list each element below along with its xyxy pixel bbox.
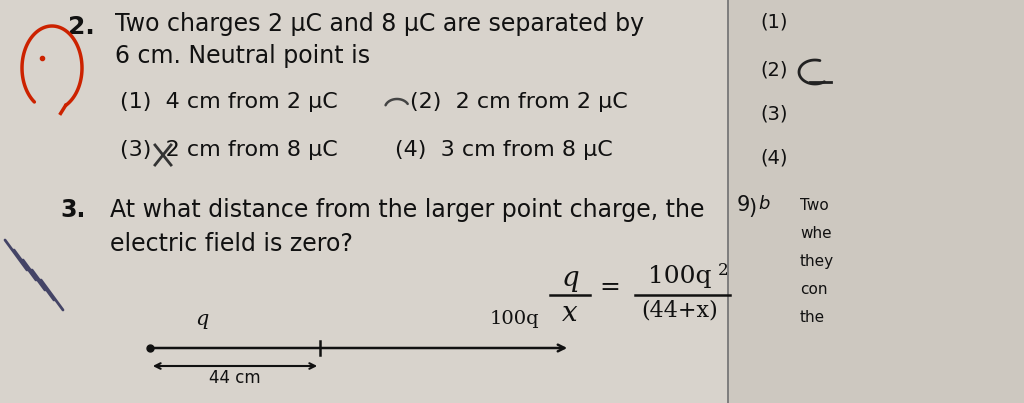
Text: Two: Two: [800, 198, 828, 213]
Text: 44 cm: 44 cm: [209, 369, 261, 387]
Text: ): ): [748, 198, 756, 218]
Text: =: =: [600, 275, 621, 299]
Text: 6 cm. Neutral point is: 6 cm. Neutral point is: [115, 44, 370, 68]
Text: (2): (2): [760, 60, 787, 79]
Text: 100q: 100q: [648, 265, 712, 288]
Text: 2: 2: [718, 262, 729, 279]
Text: (4)  3 cm from 8 μC: (4) 3 cm from 8 μC: [395, 140, 612, 160]
Text: b: b: [758, 195, 769, 213]
Text: Two charges 2 μC and 8 μC are separated by: Two charges 2 μC and 8 μC are separated …: [115, 12, 644, 36]
Text: con: con: [800, 282, 827, 297]
Text: (4): (4): [760, 148, 787, 167]
Text: whe: whe: [800, 226, 831, 241]
Text: the: the: [800, 310, 825, 325]
Bar: [0, 0, 728, 403]
Text: 3.: 3.: [60, 198, 85, 222]
Text: (1): (1): [760, 12, 787, 31]
Text: 9: 9: [737, 195, 751, 215]
Text: (1)  4 cm from 2 μC: (1) 4 cm from 2 μC: [120, 92, 338, 112]
Text: At what distance from the larger point charge, the: At what distance from the larger point c…: [110, 198, 705, 222]
Text: (3): (3): [760, 105, 787, 124]
Text: 2.: 2.: [68, 15, 95, 39]
Text: electric field is zero?: electric field is zero?: [110, 232, 353, 256]
Text: they: they: [800, 254, 835, 269]
Text: 100q: 100q: [490, 310, 540, 328]
Text: (2)  2 cm from 2 μC: (2) 2 cm from 2 μC: [410, 92, 628, 112]
Text: x: x: [562, 300, 578, 327]
Text: (3)  2 cm from 8 μC: (3) 2 cm from 8 μC: [120, 140, 338, 160]
Text: (44+x): (44+x): [642, 300, 719, 322]
Text: q: q: [561, 265, 579, 292]
Text: q: q: [195, 310, 208, 329]
